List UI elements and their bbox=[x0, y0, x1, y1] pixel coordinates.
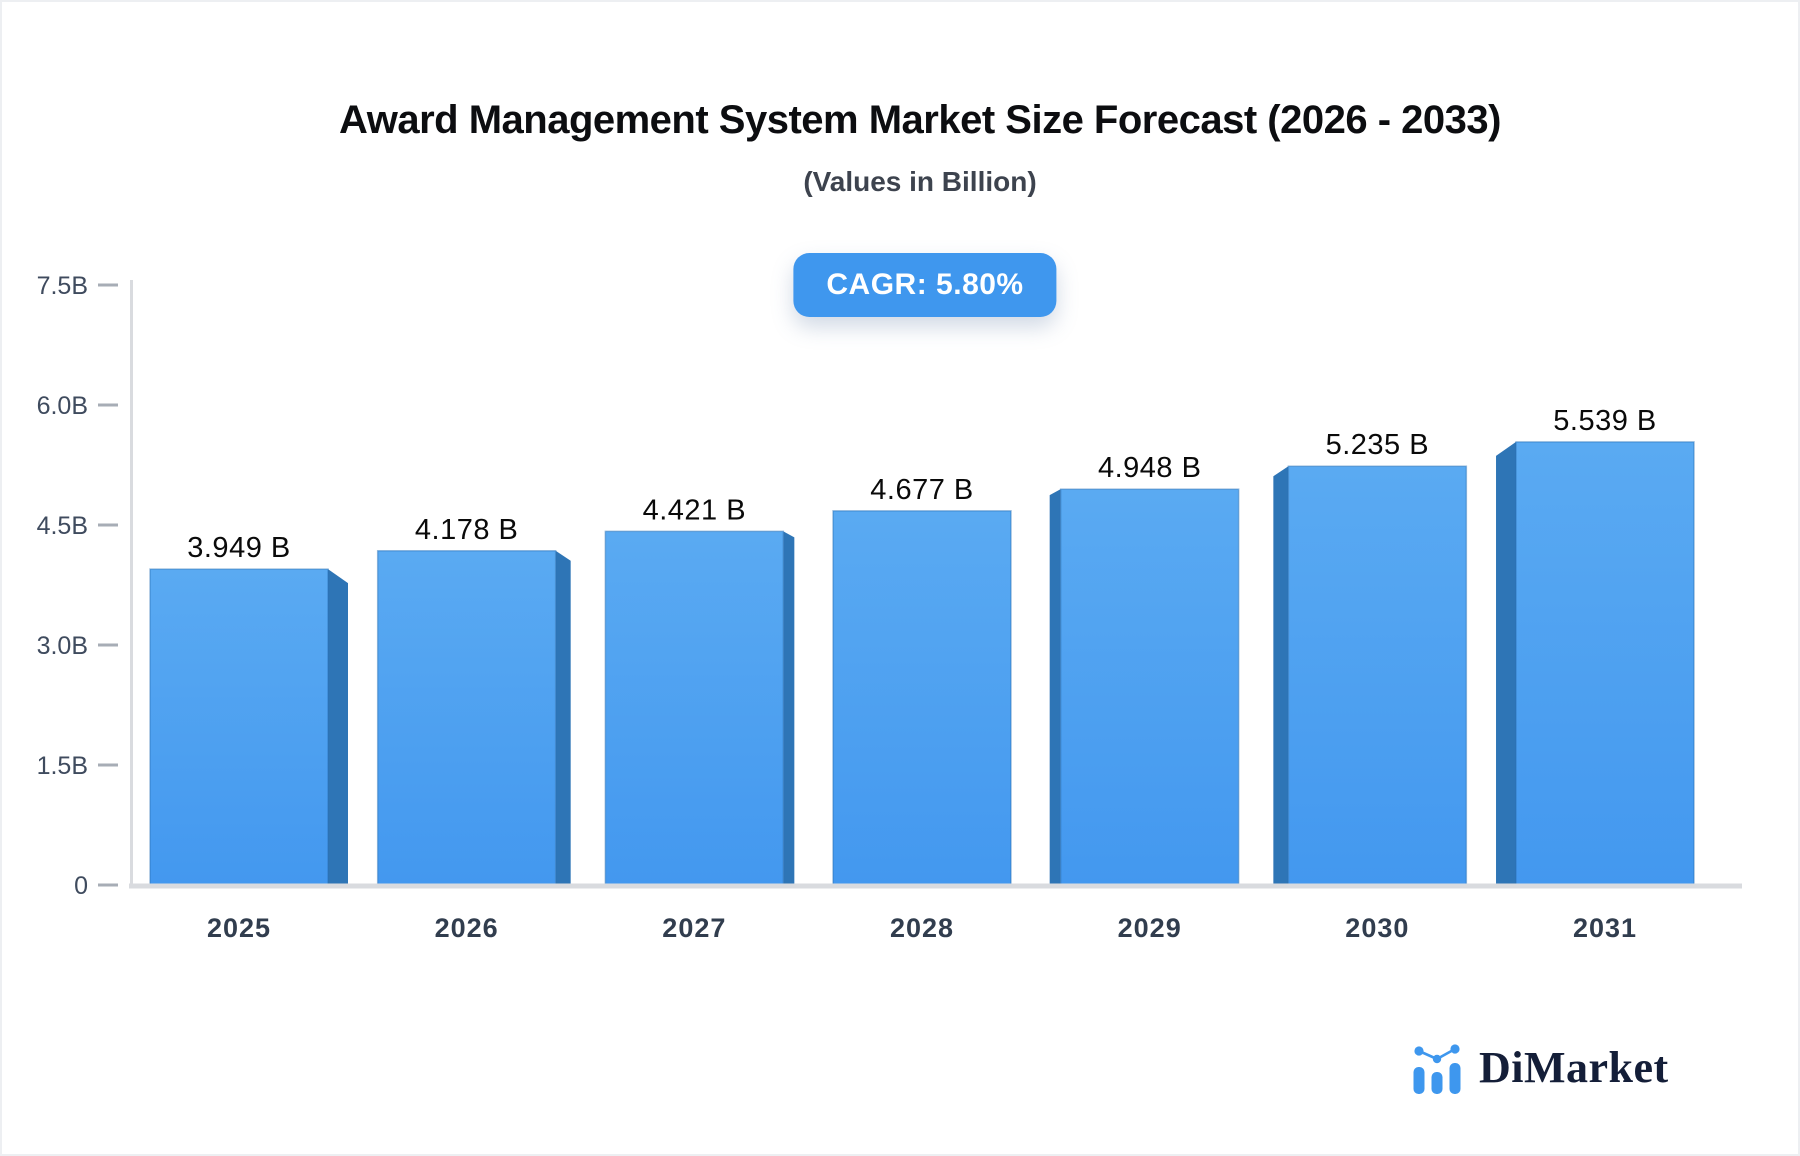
y-axis-label: 0 bbox=[74, 872, 88, 900]
bar-2026[interactable] bbox=[376, 550, 557, 886]
bar-side-2031 bbox=[1496, 441, 1517, 885]
bar-2029[interactable] bbox=[1059, 488, 1240, 886]
bar-2025[interactable] bbox=[149, 568, 329, 886]
bar-side-2027 bbox=[783, 531, 795, 885]
bar-value-label: 4.421 B bbox=[643, 494, 746, 526]
bar-value-label: 4.948 B bbox=[1098, 452, 1201, 484]
bar-value-label: 3.949 B bbox=[187, 532, 290, 564]
bar-side-2026 bbox=[555, 550, 571, 885]
bar-line-chart-logo-icon bbox=[1413, 1044, 1461, 1094]
bar-side-2030 bbox=[1273, 466, 1289, 885]
bar-value-label: 4.178 B bbox=[415, 514, 518, 546]
bar-2031[interactable] bbox=[1515, 441, 1695, 886]
bar-value-label: 5.235 B bbox=[1326, 429, 1429, 461]
x-axis-label-2030: 2030 bbox=[1345, 913, 1409, 943]
bar-side-2029 bbox=[1049, 489, 1061, 885]
page-title: Award Management System Market Size Fore… bbox=[339, 98, 1501, 142]
cagr-badge: CAGR: 5.80% bbox=[793, 253, 1057, 317]
bar-2027[interactable] bbox=[604, 530, 785, 886]
bar-2030[interactable] bbox=[1287, 465, 1468, 886]
x-axis-label-2025: 2025 bbox=[207, 913, 271, 943]
bar-2028[interactable] bbox=[832, 510, 1012, 886]
page-subtitle: (Values in Billion) bbox=[803, 166, 1037, 197]
x-axis-label-2031: 2031 bbox=[1573, 913, 1637, 943]
bar-value-label: 4.677 B bbox=[870, 474, 973, 506]
brand-logo: DiMarket bbox=[1413, 1038, 1669, 1096]
x-axis-label-2029: 2029 bbox=[1118, 913, 1182, 943]
x-axis-label-2026: 2026 bbox=[435, 913, 499, 943]
y-axis-label: 6.0B bbox=[37, 392, 88, 420]
y-axis-label: 7.5B bbox=[37, 272, 88, 300]
bar-side-2025 bbox=[328, 569, 348, 885]
bar-value-label: 5.539 B bbox=[1553, 405, 1656, 437]
x-axis-label-2028: 2028 bbox=[890, 913, 954, 943]
y-axis-label: 4.5B bbox=[37, 512, 88, 540]
brand-name: DiMarket bbox=[1479, 1042, 1669, 1092]
y-axis-label: 1.5B bbox=[37, 752, 88, 780]
x-axis-label-2027: 2027 bbox=[662, 913, 726, 943]
y-axis-label: 3.0B bbox=[37, 632, 88, 660]
